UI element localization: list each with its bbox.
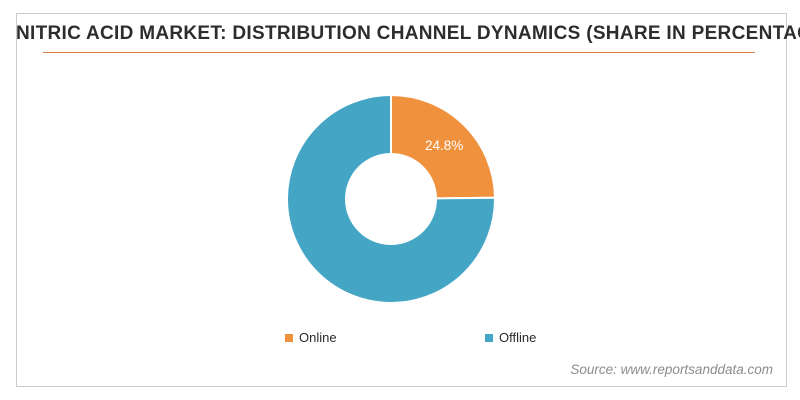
donut-chart: 24.8% xyxy=(286,93,497,304)
title-underline xyxy=(43,52,755,53)
donut-slice-online[interactable] xyxy=(390,93,497,200)
legend-label-offline: Offline xyxy=(499,330,537,345)
legend-item-offline[interactable]: Offline xyxy=(485,330,536,345)
chart-title: NITRIC ACID MARKET: DISTRIBUTION CHANNEL… xyxy=(16,23,800,44)
donut-slice-offline[interactable] xyxy=(286,93,496,304)
legend-item-online[interactable]: Online xyxy=(285,330,337,345)
legend-marker-online-icon xyxy=(285,333,293,342)
slice-label-online: 24.8% xyxy=(425,138,463,153)
legend-label-online: Online xyxy=(299,330,337,345)
source-note: Source: www.reportsanddata.com xyxy=(570,362,773,377)
legend-marker-offline-icon xyxy=(485,333,493,342)
